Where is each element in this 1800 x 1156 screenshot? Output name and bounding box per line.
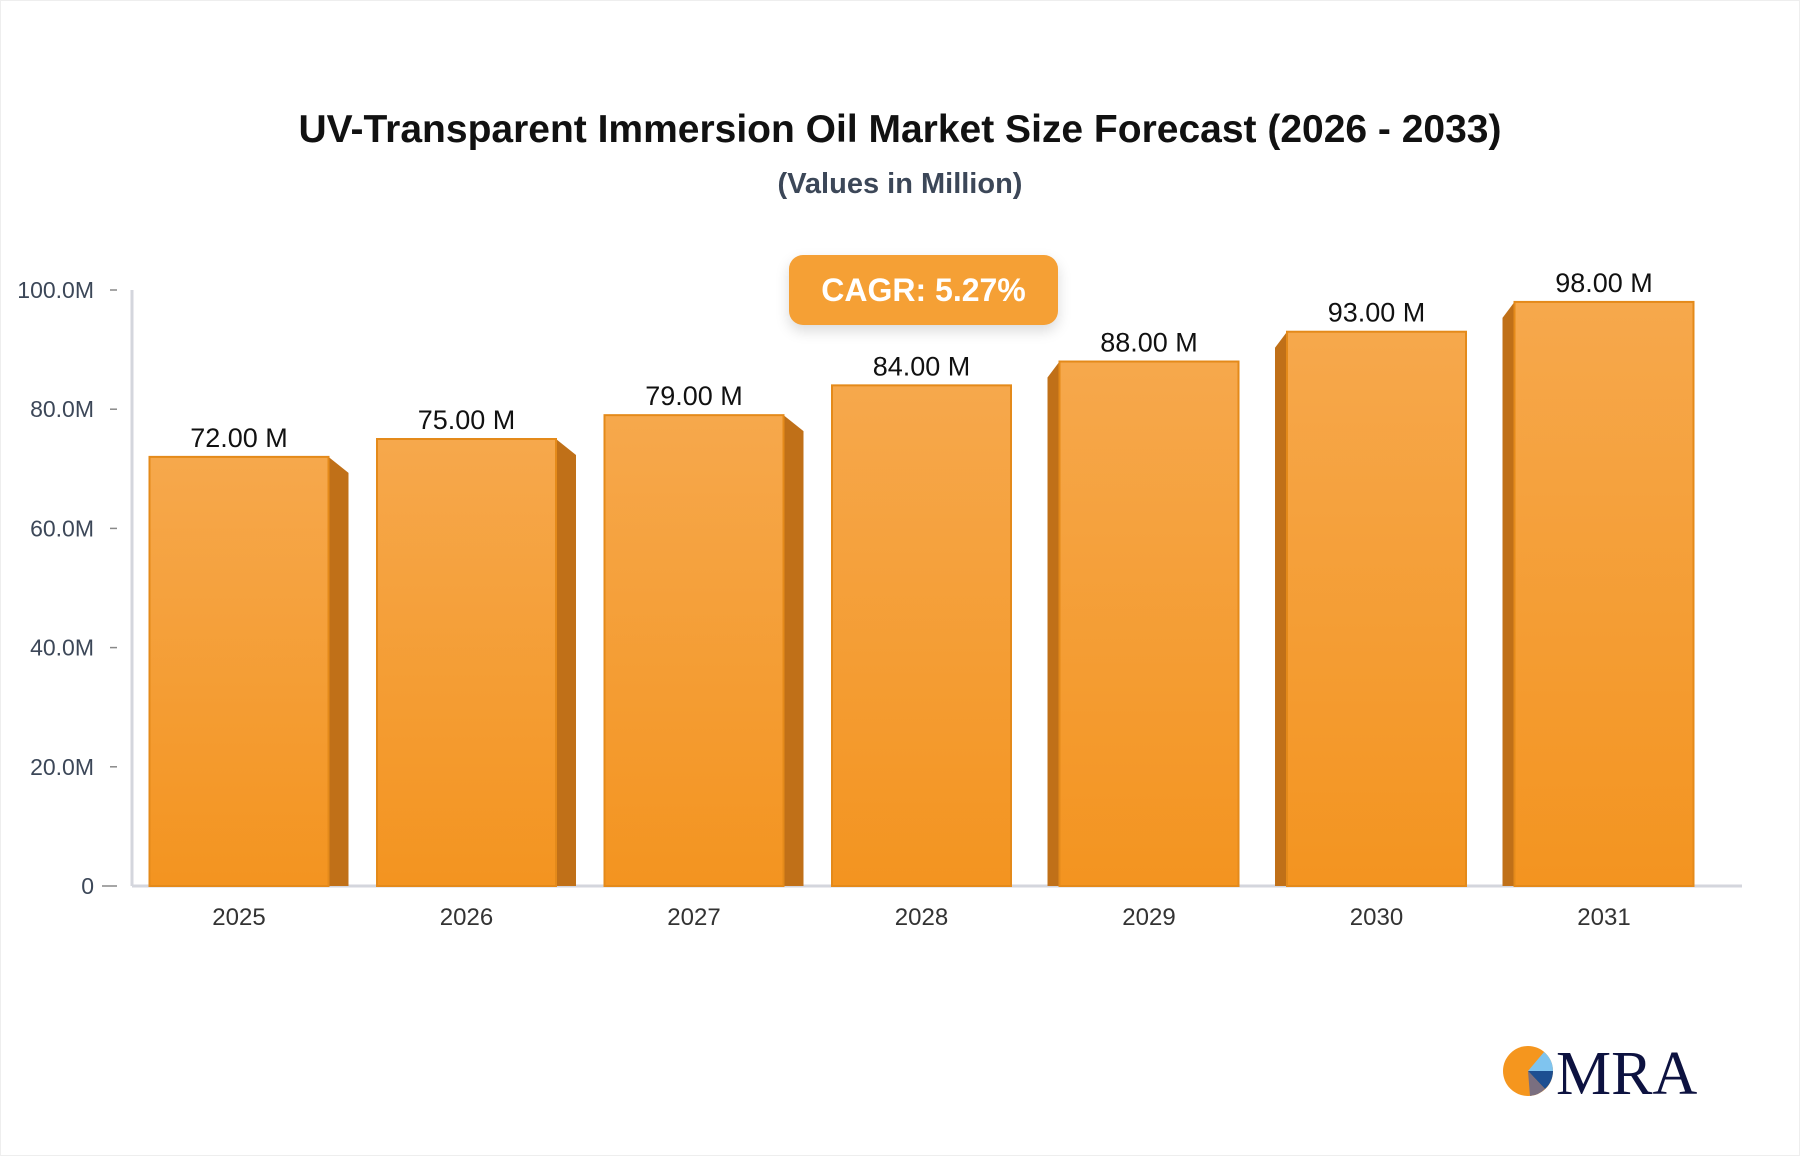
bar-2031: [1513, 300, 1695, 888]
y-tick-label: 20.0M: [30, 754, 94, 780]
x-tick-label: 2030: [1350, 904, 1403, 931]
data-label: 75.00 M: [418, 405, 516, 435]
y-tick-label: 0: [81, 873, 94, 899]
mra-logo: MRA: [1503, 1040, 1697, 1102]
data-label: 93.00 M: [1328, 298, 1426, 328]
bar-side: [1502, 301, 1515, 886]
x-tick-label: 2026: [440, 904, 493, 931]
bar-2030: [1286, 330, 1467, 888]
data-label: 88.00 M: [1100, 328, 1198, 358]
data-label: 98.00 M: [1555, 268, 1653, 298]
y-tick-label: 60.0M: [30, 515, 94, 541]
x-tick-label: 2025: [212, 904, 265, 931]
bar-2025: [148, 455, 330, 887]
x-tick-label: 2028: [895, 904, 948, 931]
cagr-badge: CAGR: 5.27%: [789, 255, 1058, 325]
data-label: 72.00 M: [190, 423, 288, 453]
x-tick-label: 2029: [1122, 904, 1175, 931]
bar-side: [1275, 331, 1287, 887]
x-tick-label: 2027: [667, 904, 720, 931]
data-label: 79.00 M: [645, 381, 743, 411]
bar-side: [1047, 361, 1060, 886]
bar-2029: [1058, 360, 1240, 887]
y-tick-label: 40.0M: [30, 635, 94, 661]
x-tick-label: 2031: [1577, 904, 1630, 931]
y-tick-label: 100.0M: [17, 277, 94, 303]
y-tick-label: 80.0M: [30, 396, 94, 422]
bar-2026: [376, 438, 557, 887]
bar-2027: [603, 414, 785, 887]
bar-side: [328, 456, 349, 886]
logo-text: MRA: [1556, 1040, 1697, 1102]
bar-2028: [831, 384, 1012, 887]
data-label: 84.00 M: [873, 351, 971, 381]
chart-title: UV-Transparent Immersion Oil Market Size…: [298, 108, 1502, 151]
bar-side: [783, 415, 804, 886]
bar-side: [556, 439, 576, 886]
chart-subtitle: (Values in Million): [777, 168, 1023, 200]
